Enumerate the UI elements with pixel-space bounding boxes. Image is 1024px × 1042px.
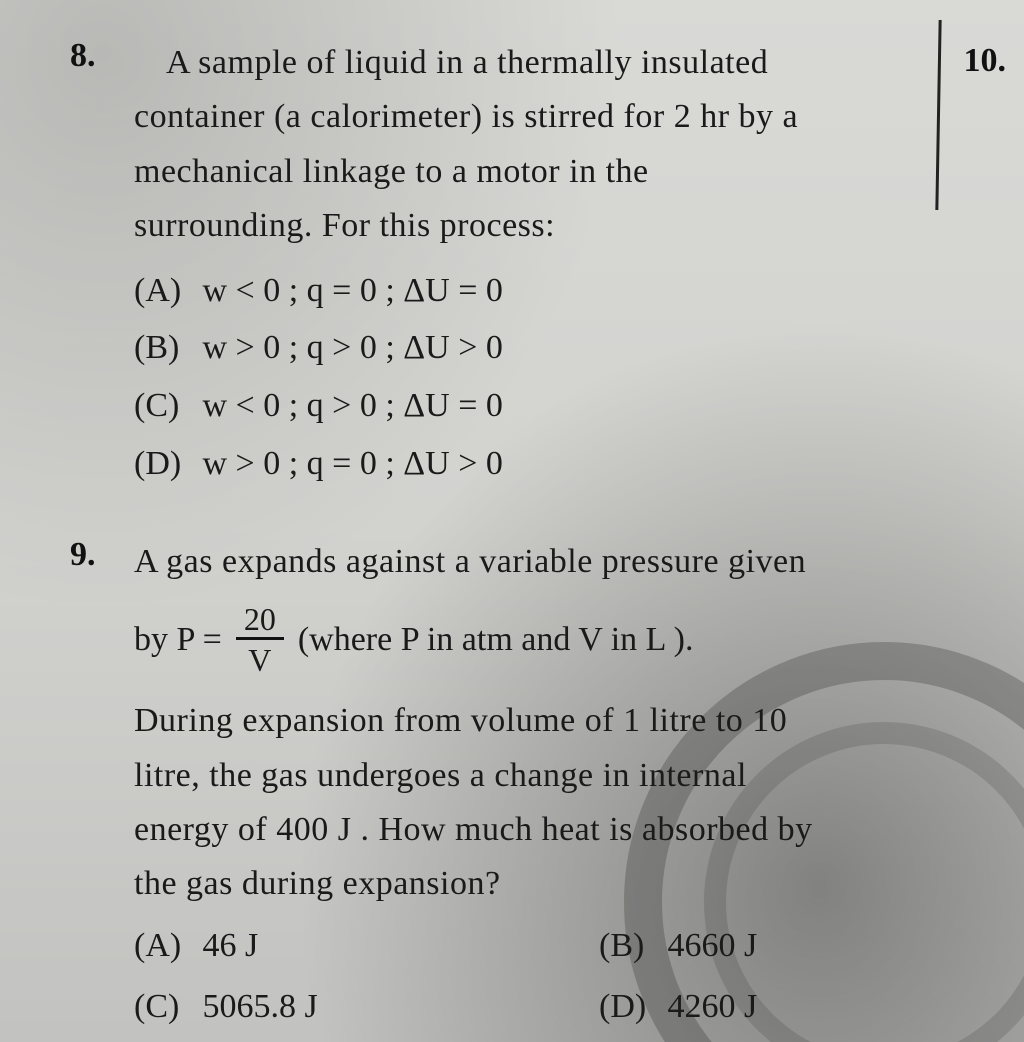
question-8-number: 8. bbox=[70, 36, 134, 493]
question-9-stem: A gas expands against a variable pressur… bbox=[134, 535, 984, 912]
question-9-option-a: (A) 46 J bbox=[134, 922, 539, 970]
formula-fraction: 20 V bbox=[236, 603, 284, 676]
question-9-option-b: (B) 4660 J bbox=[579, 922, 984, 970]
question-9-options: (A) 46 J (B) 4660 J (C) 5065.8 J (D) 426… bbox=[134, 922, 984, 1031]
question-8-stem-line: surrounding. For this process: bbox=[134, 199, 874, 253]
question-9-stem-line: the gas during expansion? bbox=[134, 857, 954, 911]
option-text: 46 J bbox=[203, 927, 259, 964]
question-9-number: 9. bbox=[70, 535, 134, 1031]
question-9-stem-line: energy of 400 J . How much heat is absor… bbox=[134, 803, 954, 857]
option-label: (D) bbox=[134, 435, 194, 493]
question-9-stem-line: A gas expands against a variable pressur… bbox=[134, 535, 954, 589]
page: 10. 8. A sample of liquid in a thermally… bbox=[0, 0, 1024, 1042]
option-text: w < 0 ; q > 0 ; ΔU = 0 bbox=[203, 387, 503, 424]
question-9-stem-line: litre, the gas undergoes a change in int… bbox=[134, 749, 954, 803]
question-9-option-d: (D) 4260 J bbox=[579, 983, 984, 1031]
question-8-option-c: (C) w < 0 ; q > 0 ; ΔU = 0 bbox=[134, 377, 984, 435]
question-9-formula-line: by P = 20 V (where P in atm and V in L )… bbox=[134, 603, 954, 676]
fraction-denominator: V bbox=[248, 640, 271, 676]
option-label: (B) bbox=[134, 319, 194, 377]
question-8: 8. A sample of liquid in a thermally ins… bbox=[70, 36, 984, 493]
option-text: w < 0 ; q = 0 ; ΔU = 0 bbox=[203, 272, 503, 309]
question-8-option-a: (A) w < 0 ; q = 0 ; ΔU = 0 bbox=[134, 262, 984, 320]
option-text: w > 0 ; q > 0 ; ΔU > 0 bbox=[203, 329, 503, 366]
question-8-stem-line: container (a calorimeter) is stirred for… bbox=[134, 90, 874, 144]
formula-suffix: (where P in atm and V in L ). bbox=[298, 623, 694, 657]
option-label: (D) bbox=[599, 983, 659, 1031]
question-9-option-c: (C) 5065.8 J bbox=[134, 983, 539, 1031]
question-8-option-b: (B) w > 0 ; q > 0 ; ΔU > 0 bbox=[134, 319, 984, 377]
fraction-numerator: 20 bbox=[236, 603, 284, 640]
question-8-stem-line: mechanical linkage to a motor in the bbox=[134, 145, 874, 199]
option-label: (A) bbox=[134, 922, 194, 970]
option-text: 4660 J bbox=[668, 927, 758, 964]
question-9-body: A gas expands against a variable pressur… bbox=[134, 535, 984, 1031]
question-8-options: (A) w < 0 ; q = 0 ; ΔU = 0 (B) w > 0 ; q… bbox=[134, 262, 984, 493]
question-8-option-d: (D) w > 0 ; q = 0 ; ΔU > 0 bbox=[134, 435, 984, 493]
next-question-number: 10. bbox=[964, 42, 1007, 80]
option-text: w > 0 ; q = 0 ; ΔU > 0 bbox=[203, 445, 503, 482]
option-label: (A) bbox=[134, 262, 194, 320]
question-9-stem-line: During expansion from volume of 1 litre … bbox=[134, 694, 954, 748]
question-8-body: A sample of liquid in a thermally insula… bbox=[134, 36, 984, 493]
question-8-stem: A sample of liquid in a thermally insula… bbox=[134, 36, 984, 254]
option-text: 4260 J bbox=[668, 988, 758, 1025]
formula-prefix: by P = bbox=[134, 623, 222, 657]
option-label: (C) bbox=[134, 983, 194, 1031]
question-9: 9. A gas expands against a variable pres… bbox=[70, 535, 984, 1031]
option-text: 5065.8 J bbox=[203, 988, 318, 1025]
option-label: (B) bbox=[599, 922, 659, 970]
question-8-stem-line: A sample of liquid in a thermally insula… bbox=[134, 36, 874, 90]
option-label: (C) bbox=[134, 377, 194, 435]
